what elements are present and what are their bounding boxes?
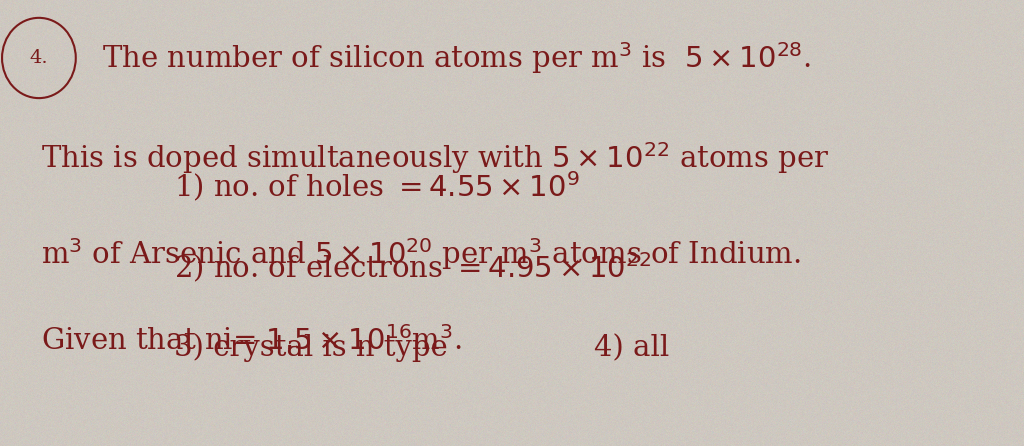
Text: m$^3$ of Arsenic and $5 \times 10^{20}$ per m$^3$ atoms of Indium.: m$^3$ of Arsenic and $5 \times 10^{20}$ … — [41, 236, 801, 272]
Text: 2) no. of electrons $= 4.95 \times 10^{22}$: 2) no. of electrons $= 4.95 \times 10^{2… — [174, 251, 651, 285]
Text: 3) crystal is n type: 3) crystal is n type — [174, 334, 447, 362]
Text: 4) all: 4) all — [594, 334, 669, 362]
Text: This is doped simultaneously with $5 \times 10^{22}$ atoms per: This is doped simultaneously with $5 \ti… — [41, 140, 829, 176]
Text: Given that ni= $1.5 \times 10^{16}$m$^3$.: Given that ni= $1.5 \times 10^{16}$m$^3$… — [41, 326, 462, 356]
Text: 1) no. of holes $= 4.55 \times 10^9$: 1) no. of holes $= 4.55 \times 10^9$ — [174, 170, 580, 204]
Text: The number of silicon atoms per m$^3$ is  $5 \times 10^{28}$.: The number of silicon atoms per m$^3$ is… — [102, 40, 812, 76]
Text: 4.: 4. — [30, 49, 48, 67]
